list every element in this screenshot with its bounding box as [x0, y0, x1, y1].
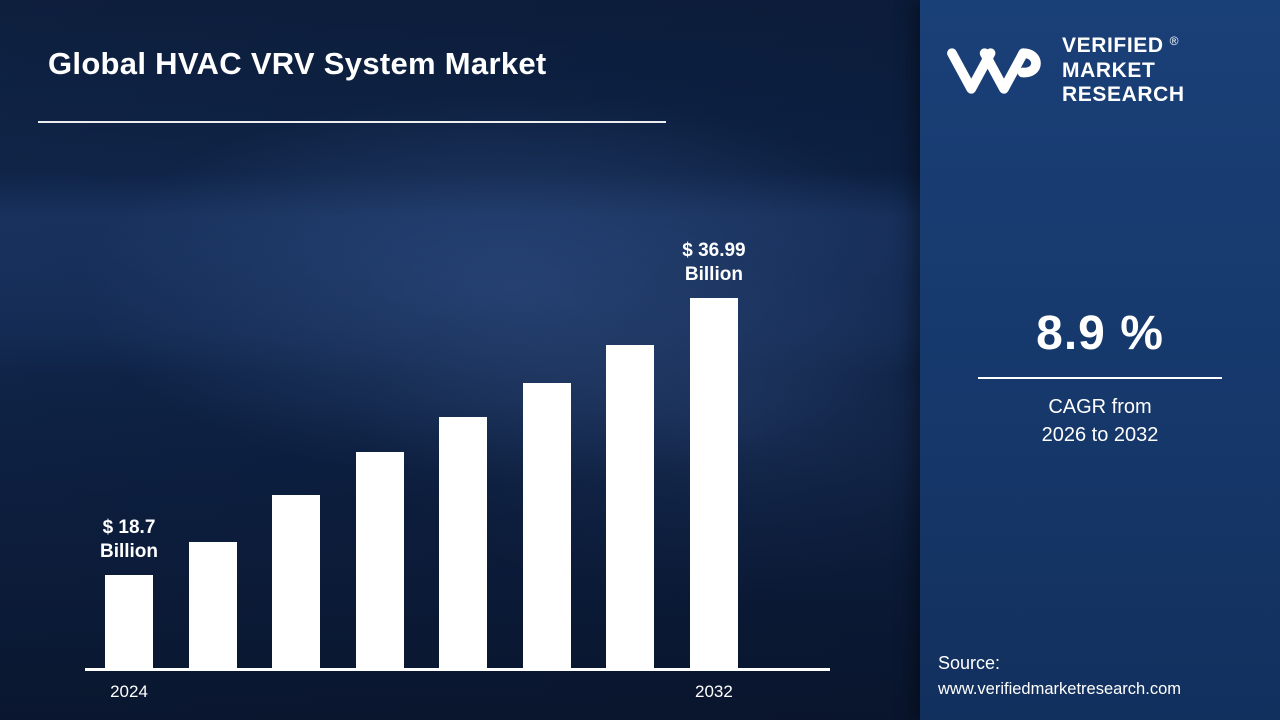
bar: [272, 495, 321, 668]
bar: [689, 298, 738, 668]
cagr-value: 8.9 %: [1036, 307, 1164, 360]
cagr-caption: CAGR from 2026 to 2032: [920, 393, 1280, 449]
source-label: Source:: [938, 653, 1001, 674]
bar-column: $ 18.7 Billion 2024: [100, 516, 158, 701]
chart-baseline: [85, 668, 830, 671]
bar: [188, 542, 237, 668]
source-url: www.verifiedmarketresearch.com: [938, 680, 1181, 699]
x-axis-tick-label: 2032: [695, 682, 733, 701]
brand-line-2: MARKET: [1062, 58, 1156, 82]
cagr-underline: [978, 377, 1222, 379]
bar-chart: $ 18.7 Billion 2024 $ 36.99 Billion 2032: [85, 226, 830, 701]
bar: [606, 345, 655, 668]
bar-column: [188, 542, 237, 668]
brand-panel: VERIFIED ® MARKET RESEARCH 8.9 % CAGR fro…: [920, 0, 1280, 720]
bar-column: [272, 495, 321, 668]
bar-column: [522, 383, 571, 668]
page-title: Global HVAC VRV System Market: [48, 46, 547, 81]
brand-name: VERIFIED ® MARKET RESEARCH: [1062, 34, 1185, 108]
cagr-block: 8.9 % CAGR from 2026 to 2032: [920, 306, 1280, 449]
registered-trademark: ®: [1169, 34, 1180, 48]
bars: $ 18.7 Billion 2024 $ 36.99 Billion 2032: [100, 226, 746, 701]
cagr-caption-line-2: 2026 to 2032: [1041, 424, 1159, 446]
brand-line-3: RESEARCH: [1062, 83, 1185, 107]
bar: [355, 452, 404, 668]
bar-column: $ 36.99 Billion 2032: [682, 239, 745, 701]
bar-column: [606, 345, 655, 668]
bar-column: [439, 417, 488, 668]
brand-line-1: VERIFIED: [1062, 34, 1164, 57]
x-axis-tick-label: 2024: [110, 682, 148, 701]
title-underline: [38, 121, 666, 123]
bar: [105, 575, 153, 668]
bar-column: [355, 452, 404, 668]
vmr-logo-icon: [947, 48, 1041, 94]
source-block: Source: www.verifiedmarketresearch.com: [938, 650, 1181, 702]
bar: [522, 383, 571, 668]
bar-value-label: $ 36.99 Billion: [682, 239, 746, 286]
chart-section: Global HVAC VRV System Market $ 18.7 Bill…: [0, 0, 920, 720]
bar-value-label: $ 18.7 Billion: [99, 516, 159, 563]
bar: [439, 417, 488, 668]
brand: VERIFIED ® MARKET RESEARCH: [946, 34, 1185, 108]
cagr-caption-line-1: CAGR from: [1048, 396, 1152, 418]
